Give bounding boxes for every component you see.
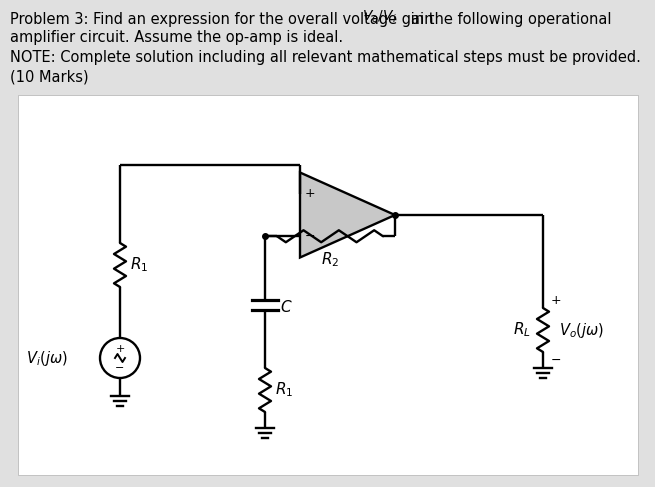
Text: $R_2$: $R_2$ bbox=[321, 250, 339, 269]
Text: $R_1$: $R_1$ bbox=[130, 256, 148, 274]
Text: −: − bbox=[115, 363, 124, 373]
Text: −: − bbox=[551, 354, 561, 367]
Text: $R_1$: $R_1$ bbox=[275, 381, 293, 399]
Text: $V_o/V_i$: $V_o/V_i$ bbox=[362, 9, 397, 25]
Text: (10 Marks): (10 Marks) bbox=[10, 70, 88, 85]
Text: $C$: $C$ bbox=[280, 299, 293, 315]
Polygon shape bbox=[300, 172, 395, 258]
Text: $V_o(j\omega)$: $V_o(j\omega)$ bbox=[559, 320, 604, 339]
Text: NOTE: Complete solution including all relevant mathematical steps must be provid: NOTE: Complete solution including all re… bbox=[10, 50, 641, 65]
Bar bbox=[18, 95, 638, 475]
Text: $R_L$: $R_L$ bbox=[513, 320, 531, 339]
Text: +: + bbox=[115, 344, 124, 354]
Text: −: − bbox=[305, 230, 315, 243]
Text: in the following operational: in the following operational bbox=[406, 12, 612, 27]
Text: amplifier circuit. Assume the op-amp is ideal.: amplifier circuit. Assume the op-amp is … bbox=[10, 30, 343, 45]
Text: Problem 3: Find an expression for the overall voltage gain: Problem 3: Find an expression for the ov… bbox=[10, 12, 438, 27]
Text: $V_i(j\omega)$: $V_i(j\omega)$ bbox=[26, 349, 68, 368]
Text: +: + bbox=[551, 294, 561, 306]
Text: +: + bbox=[305, 187, 315, 200]
